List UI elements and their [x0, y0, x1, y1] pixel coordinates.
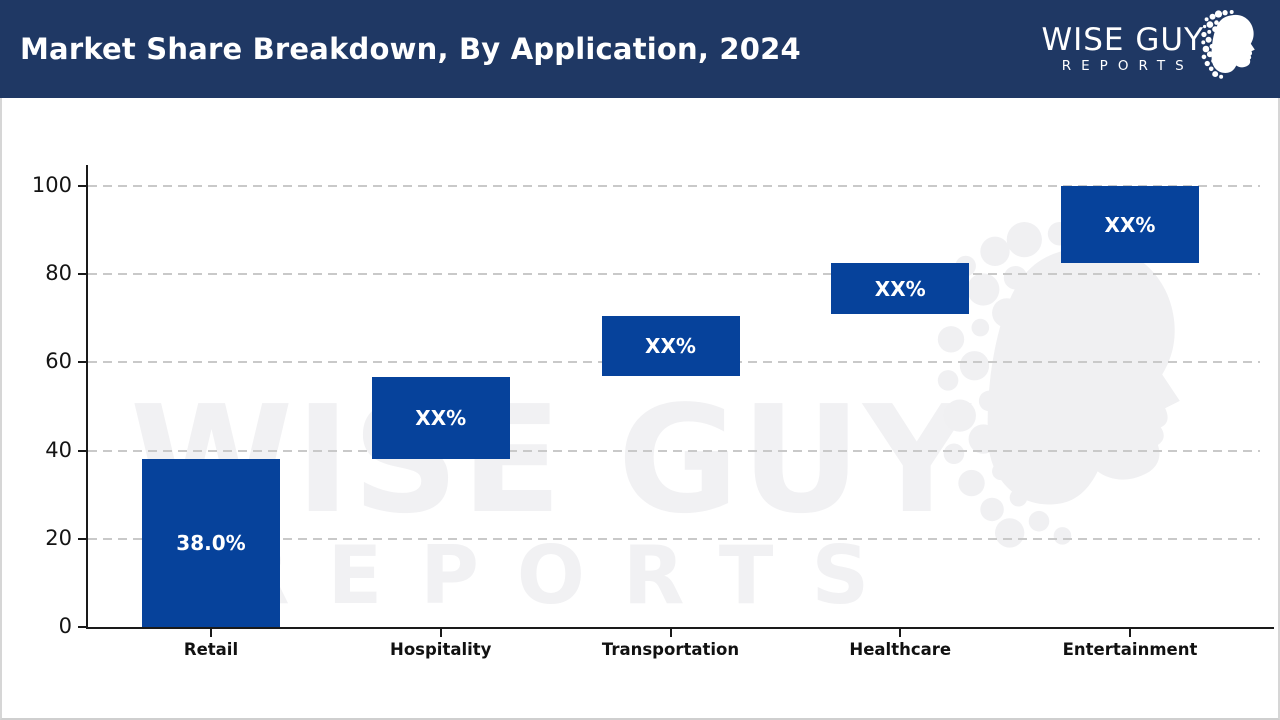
watermark-text-secondary: REPORTS	[228, 529, 908, 622]
bar-value-label-healthcare: XX%	[874, 276, 926, 301]
gridline-20	[88, 537, 1260, 540]
wiseguy-logo-text: WISE GUY REPORTS	[1041, 24, 1204, 74]
x-tick-hospitality	[439, 629, 442, 637]
x-tick-label-healthcare: Healthcare	[849, 640, 952, 659]
header-bar: Market Share Breakdown, By Application, …	[0, 0, 1280, 98]
bar-entertainment: XX%	[1061, 186, 1199, 264]
wiseguy-logo: WISE GUY REPORTS	[1041, 8, 1280, 90]
x-tick-label-transportation: Transportation	[601, 640, 740, 659]
bar-retail: 38.0%	[142, 459, 280, 627]
bar-value-label-hospitality: XX%	[415, 406, 467, 431]
bar-value-label-retail: 38.0%	[176, 531, 246, 556]
bar-transportation: XX%	[601, 316, 740, 376]
gridline-40	[88, 449, 1260, 452]
bar-value-label-transportation: XX%	[645, 333, 696, 358]
x-tick-healthcare	[899, 629, 902, 637]
y-tick-label-60: 60	[45, 349, 72, 374]
bar-value-label-entertainment: XX%	[1104, 212, 1156, 237]
y-tick-0	[78, 626, 86, 628]
y-tick-20	[78, 537, 86, 540]
y-tick-100	[78, 185, 86, 187]
logo-brand-subtitle: REPORTS	[1061, 57, 1194, 74]
x-tick-label-retail: Retail	[183, 640, 239, 659]
bar-healthcare: XX%	[831, 263, 970, 314]
y-tick-label-0: 0	[58, 614, 72, 638]
y-tick-label-80: 80	[45, 261, 72, 286]
y-tick-label-100: 100	[31, 173, 72, 197]
logo-brand-name: WISE GUY	[1041, 22, 1204, 59]
wise-guy-head-icon	[1201, 10, 1255, 79]
gridline-100	[88, 185, 1260, 187]
y-tick-label-40: 40	[45, 437, 72, 462]
x-axis-spine	[86, 627, 1274, 629]
y-tick-label-20: 20	[45, 525, 72, 550]
y-axis-spine	[86, 165, 88, 629]
page-title: Market Share Breakdown, By Application, …	[20, 32, 801, 66]
x-tick-label-entertainment: Entertainment	[1062, 640, 1198, 659]
x-tick-entertainment	[1129, 629, 1131, 637]
x-tick-retail	[210, 629, 212, 637]
y-tick-80	[78, 273, 86, 276]
y-tick-60	[78, 361, 86, 364]
gridline-80	[88, 273, 1260, 276]
bar-hospitality: XX%	[371, 377, 510, 460]
y-tick-40	[78, 449, 86, 452]
x-tick-label-hospitality: Hospitality	[390, 640, 492, 659]
x-tick-transportation	[669, 629, 672, 637]
